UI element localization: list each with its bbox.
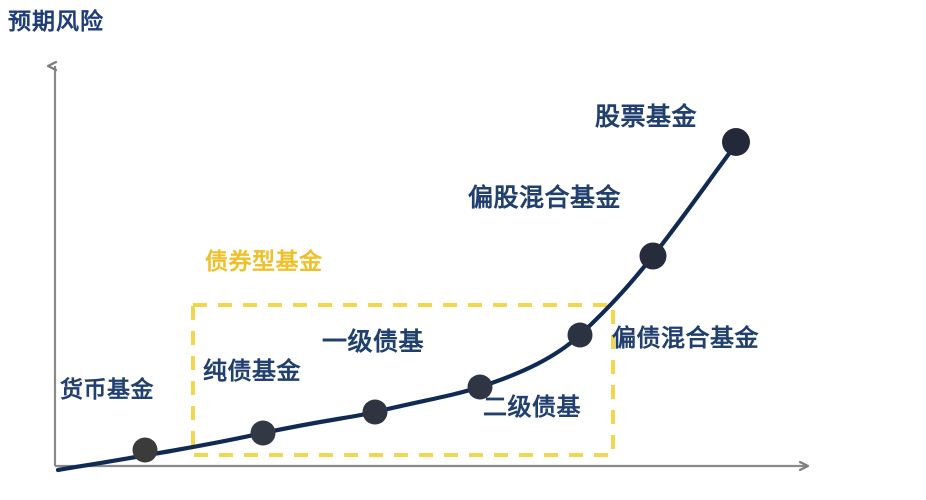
bond-group-dashed-box bbox=[191, 303, 615, 457]
data-point-pure-bond-fund bbox=[250, 420, 276, 446]
label-equity-hybrid-fund: 偏股混合基金 bbox=[468, 185, 622, 212]
label-bond-hybrid-fund: 偏债混合基金 bbox=[612, 326, 759, 352]
label-money-fund: 货币基金 bbox=[60, 377, 154, 402]
data-point-level2-bond-fund bbox=[467, 374, 493, 400]
label-stock-fund: 股票基金 bbox=[595, 104, 698, 131]
label-level2-bond-fund: 二级债基 bbox=[483, 395, 581, 421]
data-point-bond-hybrid-fund bbox=[567, 322, 593, 348]
label-bond-type-fund: 债券型基金 bbox=[205, 249, 323, 274]
data-point-stock-fund bbox=[722, 128, 750, 156]
data-point-money-fund bbox=[132, 437, 158, 463]
data-point-equity-hybrid-fund bbox=[639, 242, 667, 270]
label-pure-bond-fund: 纯债基金 bbox=[203, 359, 301, 385]
data-point-level1-bond-fund bbox=[362, 399, 388, 425]
page-title: 预期风险 bbox=[8, 9, 104, 34]
label-level1-bond-fund: 一级债基 bbox=[322, 329, 425, 356]
